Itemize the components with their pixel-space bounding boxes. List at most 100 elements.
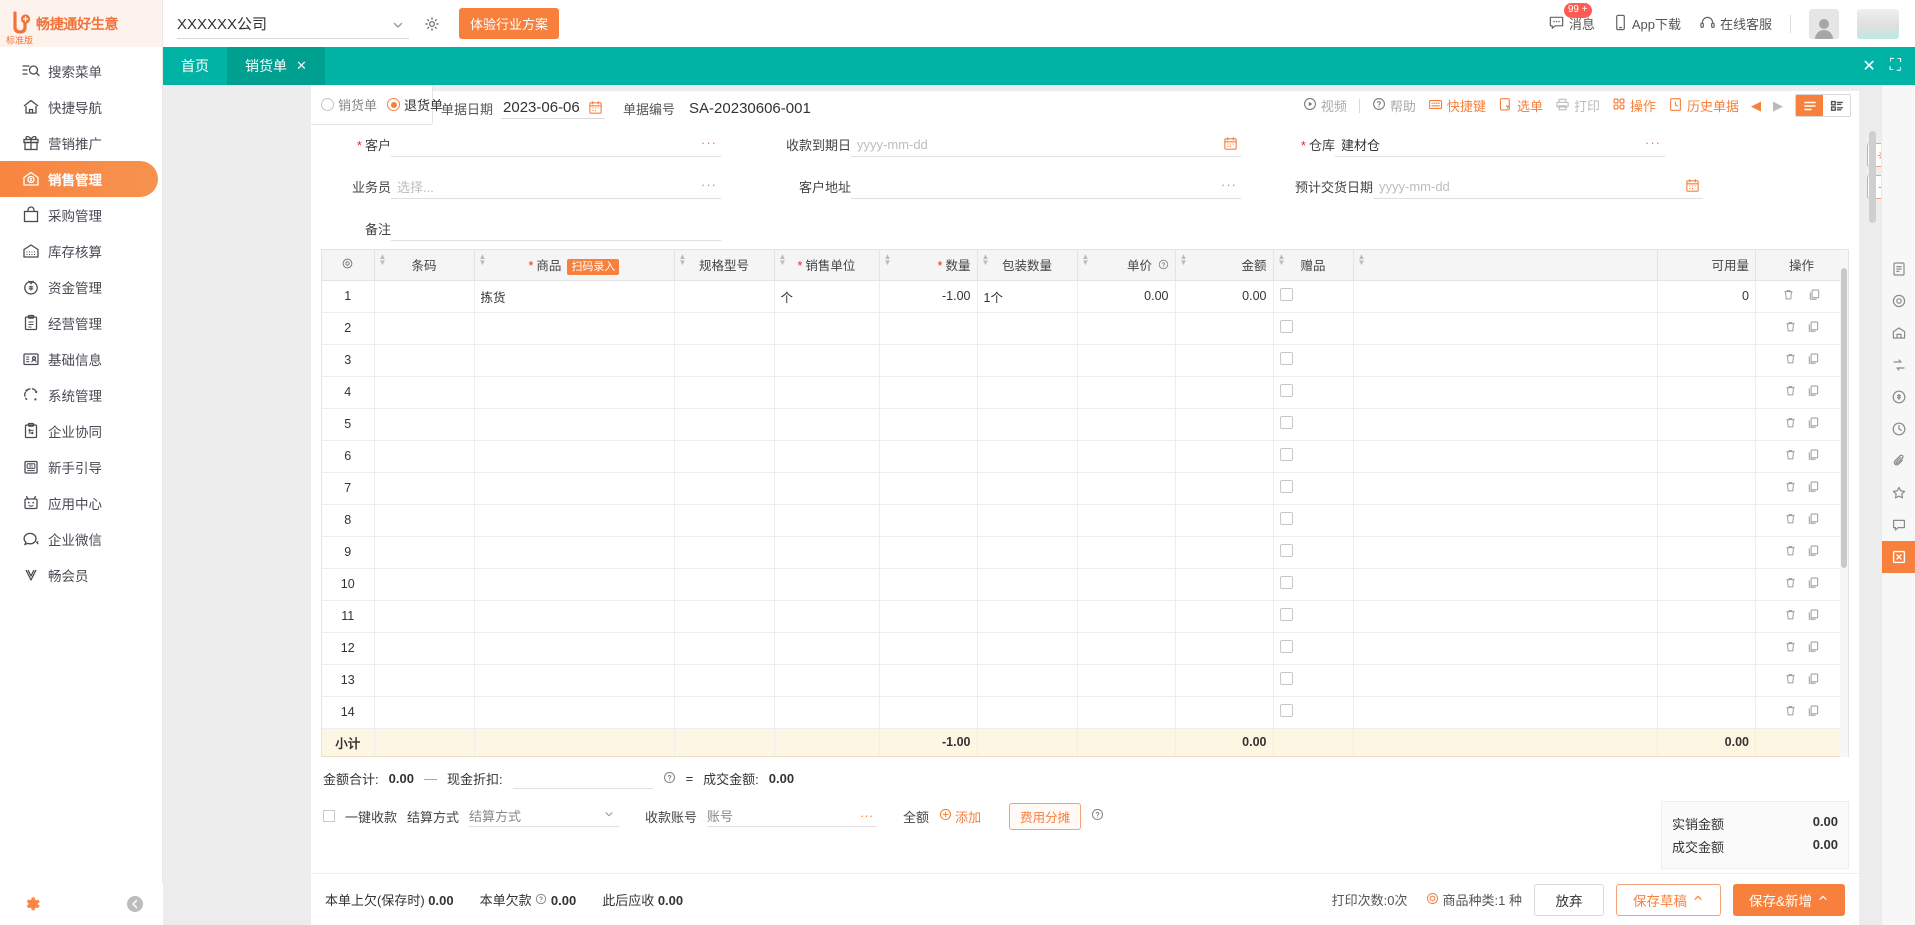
cell-amount[interactable] xyxy=(1175,504,1274,537)
cell-qty[interactable] xyxy=(879,536,978,569)
company-selector[interactable]: XXXXXX公司 xyxy=(177,9,409,39)
cell-pack-qty[interactable] xyxy=(977,536,1078,569)
triangle-left-icon[interactable]: ◀ xyxy=(1751,97,1761,113)
sidebar-item-purchase-management[interactable]: 采购管理 xyxy=(0,197,162,233)
th-barcode[interactable]: ▲ ▼ 条码 xyxy=(374,250,475,281)
cell-blank[interactable] xyxy=(1353,408,1658,441)
maximize-icon[interactable]: ⛶ xyxy=(1889,57,1901,74)
sort-control[interactable]: ▲ ▼ xyxy=(1357,252,1366,267)
sidebar-item-system[interactable]: 系统管理 xyxy=(0,377,162,413)
cell-unit[interactable] xyxy=(774,344,880,377)
cell-barcode[interactable] xyxy=(374,472,475,505)
cell-blank[interactable] xyxy=(1353,696,1658,729)
cell-product[interactable]: 拣货 xyxy=(474,280,675,313)
trash-icon[interactable] xyxy=(1784,577,1797,592)
cell-pack-qty[interactable] xyxy=(977,408,1078,441)
cash-discount-input[interactable] xyxy=(512,769,653,789)
ellipsis-icon[interactable]: ··· xyxy=(1645,135,1661,150)
sidebar-item-app-center[interactable]: 应用中心 xyxy=(0,485,162,521)
copy-icon[interactable] xyxy=(1807,641,1820,656)
sort-control[interactable]: ▲ ▼ xyxy=(981,252,990,267)
cell-product[interactable] xyxy=(474,504,675,537)
trash-icon[interactable] xyxy=(1784,641,1797,656)
cell-unit[interactable] xyxy=(774,696,880,729)
cell-spec[interactable] xyxy=(674,504,775,537)
gift-checkbox[interactable] xyxy=(1279,672,1293,685)
cell-price[interactable] xyxy=(1077,664,1176,697)
select-doc-button[interactable]: 选单 xyxy=(1498,96,1543,115)
trash-icon[interactable] xyxy=(1784,513,1797,528)
copy-icon[interactable] xyxy=(1808,289,1821,304)
sort-control[interactable]: ▲ ▼ xyxy=(1277,252,1286,267)
rail-item-attachment[interactable] xyxy=(1882,445,1915,477)
table-settings-icon[interactable] xyxy=(341,258,354,273)
cell-pack-qty[interactable] xyxy=(977,696,1078,729)
cell-blank[interactable] xyxy=(1353,568,1658,601)
triangle-right-icon[interactable]: ▶ xyxy=(1773,97,1783,113)
messages-button[interactable]: 消息 99 + xyxy=(1548,2,1595,34)
trash-icon[interactable] xyxy=(1784,705,1797,720)
cell-barcode[interactable] xyxy=(374,504,475,537)
cell-unit[interactable] xyxy=(774,536,880,569)
radio-sales-order[interactable]: 销货单 xyxy=(321,95,377,114)
table-row[interactable]: 9 xyxy=(322,536,1848,569)
cell-unit[interactable] xyxy=(774,408,880,441)
cell-spec[interactable] xyxy=(674,664,775,697)
calendar-icon[interactable] xyxy=(1685,178,1700,196)
calendar-icon[interactable] xyxy=(1223,136,1238,154)
cell-price[interactable] xyxy=(1077,312,1176,345)
receive-due-date-input[interactable]: yyyy-mm-dd xyxy=(851,133,1241,157)
cell-unit[interactable] xyxy=(774,600,880,633)
trash-icon[interactable] xyxy=(1784,673,1797,688)
rail-item-favorite[interactable] xyxy=(1882,477,1915,509)
gift-checkbox[interactable] xyxy=(1279,448,1293,461)
help-button[interactable]: 帮助 xyxy=(1372,96,1416,115)
cell-price[interactable]: 0.00 xyxy=(1077,280,1176,313)
cell-qty[interactable] xyxy=(879,344,978,377)
warehouse-input[interactable]: 建材仓 ··· xyxy=(1335,133,1665,157)
cell-pack-qty[interactable] xyxy=(977,312,1078,345)
cell-price[interactable] xyxy=(1077,536,1176,569)
cell-blank[interactable] xyxy=(1353,376,1658,409)
cell-gift[interactable] xyxy=(1273,600,1354,633)
online-support-button[interactable]: 在线客服 xyxy=(1699,14,1772,34)
cell-barcode[interactable] xyxy=(374,632,475,665)
page-scrollbar[interactable] xyxy=(1869,131,1877,919)
cell-product[interactable] xyxy=(474,408,675,441)
operations-button[interactable]: 操作 xyxy=(1612,96,1656,115)
cell-amount[interactable] xyxy=(1175,472,1274,505)
cell-spec[interactable] xyxy=(674,280,775,313)
rail-item-expand[interactable] xyxy=(1882,541,1915,573)
fee-share-button[interactable]: 费用分摊 xyxy=(1009,802,1082,830)
cell-gift[interactable] xyxy=(1273,632,1354,665)
cell-barcode[interactable] xyxy=(374,600,475,633)
sort-control[interactable]: ▲ ▼ xyxy=(1081,252,1090,267)
cell-barcode[interactable] xyxy=(374,408,475,441)
cell-pack-qty[interactable] xyxy=(977,568,1078,601)
cell-price[interactable] xyxy=(1077,504,1176,537)
gift-checkbox[interactable] xyxy=(1279,544,1293,557)
cell-product[interactable] xyxy=(474,376,675,409)
copy-icon[interactable] xyxy=(1807,705,1820,720)
sidebar-item-wechat-work[interactable]: 企业微信 xyxy=(0,521,162,557)
trash-icon[interactable] xyxy=(1784,417,1797,432)
gift-checkbox[interactable] xyxy=(1279,512,1293,525)
salesperson-input[interactable]: 选择... ··· xyxy=(391,175,721,199)
sidebar-item-collaboration[interactable]: 企业协同 xyxy=(0,413,162,449)
cell-blank[interactable] xyxy=(1353,344,1658,377)
table-row[interactable]: 13 xyxy=(322,664,1848,697)
table-row[interactable]: 6 xyxy=(322,440,1848,473)
copy-icon[interactable] xyxy=(1807,321,1820,336)
cell-amount[interactable] xyxy=(1175,600,1274,633)
cell-price[interactable] xyxy=(1077,632,1176,665)
cell-amount[interactable] xyxy=(1175,408,1274,441)
list-view-icon[interactable] xyxy=(1796,95,1823,116)
grid-scrollbar[interactable] xyxy=(1840,250,1848,757)
cell-product[interactable] xyxy=(474,440,675,473)
table-row[interactable]: 14 xyxy=(322,696,1848,729)
save-and-new-button[interactable]: 保存&新增 xyxy=(1732,883,1845,916)
cell-pack-qty[interactable] xyxy=(977,376,1078,409)
cell-price[interactable] xyxy=(1077,568,1176,601)
gear-icon[interactable] xyxy=(423,15,441,33)
th-pack-qty[interactable]: ▲ ▼ 包装数量 xyxy=(977,250,1078,281)
